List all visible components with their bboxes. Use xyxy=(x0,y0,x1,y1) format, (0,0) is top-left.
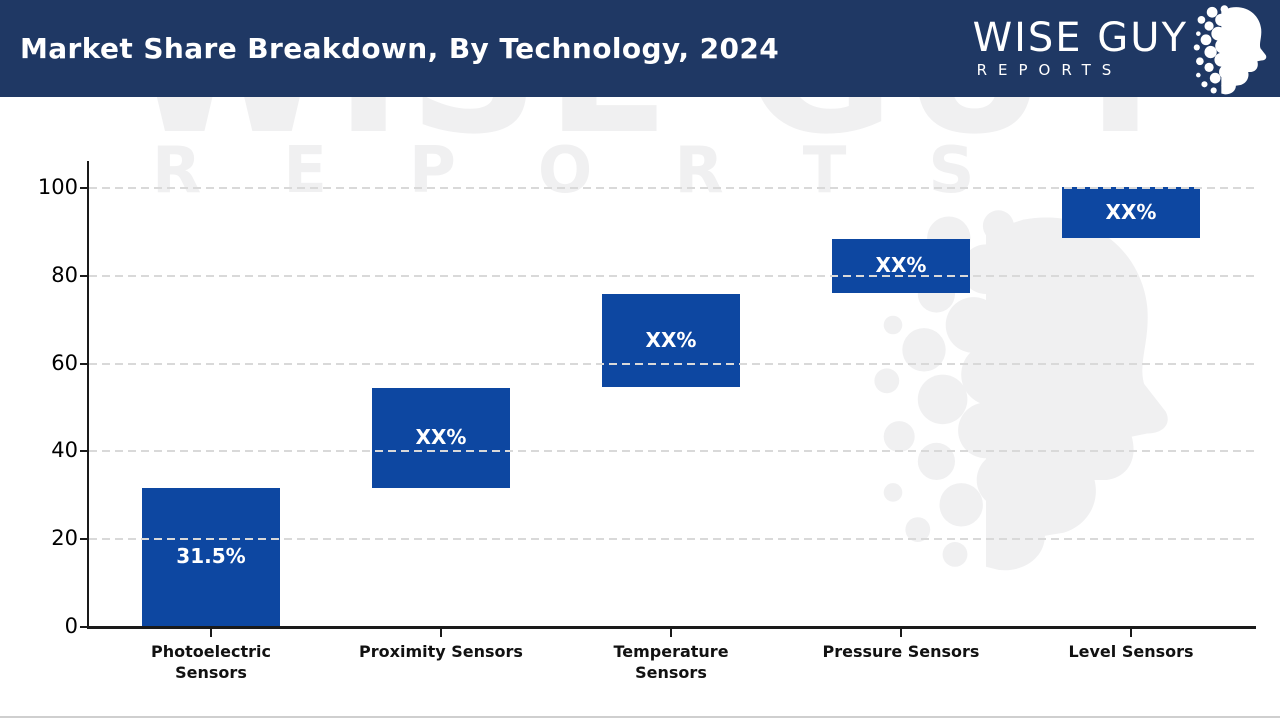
brand-logo-text: WISE GUY REPORTS xyxy=(973,18,1188,80)
y-tick xyxy=(80,625,88,628)
y-tick xyxy=(80,187,88,190)
y-tick-label: 80 xyxy=(51,262,78,287)
bar-label: XX% xyxy=(645,327,697,352)
y-tick-label: 40 xyxy=(51,438,78,463)
x-tick xyxy=(210,629,212,637)
x-category-label: Temperature Sensors xyxy=(613,642,729,682)
bar xyxy=(832,239,970,294)
y-tick xyxy=(80,537,88,540)
x-tick xyxy=(670,629,672,637)
gridline xyxy=(89,274,1256,277)
page-title: Market Share Breakdown, By Technology, 2… xyxy=(20,32,780,65)
footer-divider xyxy=(0,716,1280,718)
y-tick-label: 0 xyxy=(64,613,78,638)
x-category-label: Photoelectric Sensors xyxy=(151,642,271,682)
brand-subname: REPORTS xyxy=(976,60,1123,79)
y-tick-label: 20 xyxy=(51,525,78,550)
header-bar: Market Share Breakdown, By Technology, 2… xyxy=(0,0,1280,97)
x-tick xyxy=(900,629,902,637)
y-tick-label: 100 xyxy=(37,175,78,200)
gridline xyxy=(89,362,1256,365)
brand-name: WISE GUY xyxy=(972,14,1188,61)
x-category-label: Pressure Sensors xyxy=(822,642,980,661)
y-tick xyxy=(80,362,88,365)
bar-label: XX% xyxy=(415,425,467,450)
brand-logo: WISE GUY REPORTS xyxy=(973,0,1268,97)
bar-label: 31.5% xyxy=(176,544,246,569)
y-axis-line xyxy=(87,161,89,629)
bar xyxy=(372,388,510,489)
wiseguy-face-icon xyxy=(1193,4,1267,94)
x-category-label: Level Sensors xyxy=(1068,642,1194,661)
x-axis-line xyxy=(88,626,1256,629)
x-category-label: Proximity Sensors xyxy=(359,642,523,661)
y-tick xyxy=(80,274,88,277)
bar-label: XX% xyxy=(1105,199,1157,224)
bar xyxy=(602,293,740,388)
gridline xyxy=(89,537,1256,540)
y-tick-label: 60 xyxy=(51,350,78,375)
bar xyxy=(1062,187,1200,239)
gridline xyxy=(89,187,1256,190)
y-tick xyxy=(80,450,88,453)
bar-label: XX% xyxy=(875,253,927,278)
gridline xyxy=(89,450,1256,453)
x-tick xyxy=(440,629,442,637)
bar xyxy=(142,488,280,627)
watermark-reports: REPORTS xyxy=(152,134,1057,208)
x-tick xyxy=(1130,629,1132,637)
